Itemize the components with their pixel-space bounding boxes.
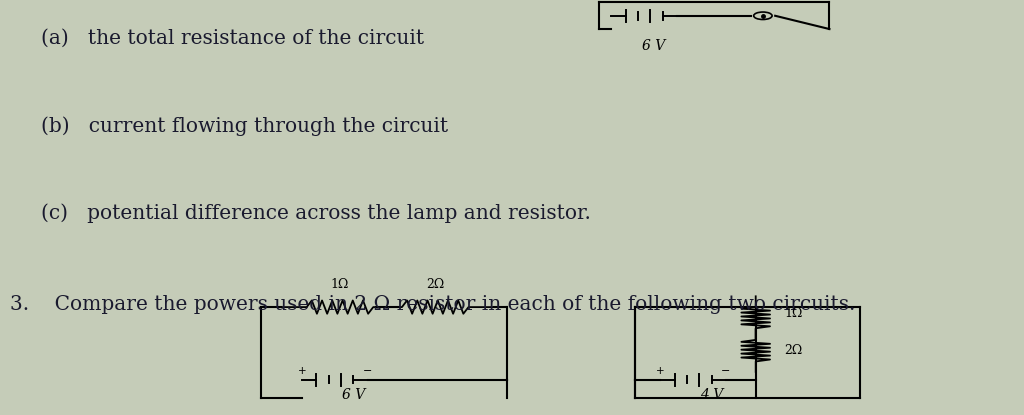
- Text: 4 V: 4 V: [700, 388, 723, 402]
- Text: (c)   potential difference across the lamp and resistor.: (c) potential difference across the lamp…: [41, 203, 591, 223]
- Text: −: −: [721, 366, 731, 376]
- Text: +: +: [656, 366, 665, 376]
- Text: 6 V: 6 V: [642, 39, 665, 54]
- Text: 2Ω: 2Ω: [784, 344, 803, 357]
- Text: 2Ω: 2Ω: [426, 278, 444, 291]
- Text: 6 V: 6 V: [342, 388, 365, 402]
- Text: 3.    Compare the powers used in 2 Ω resistor in each of the following two circu: 3. Compare the powers used in 2 Ω resist…: [10, 295, 856, 314]
- Text: (a)   the total resistance of the circuit: (a) the total resistance of the circuit: [41, 29, 424, 48]
- Text: +: +: [298, 366, 306, 376]
- Text: −: −: [362, 366, 373, 376]
- Text: 1Ω: 1Ω: [784, 307, 803, 320]
- Text: 1Ω: 1Ω: [331, 278, 349, 291]
- Text: (b)   current flowing through the circuit: (b) current flowing through the circuit: [41, 116, 449, 136]
